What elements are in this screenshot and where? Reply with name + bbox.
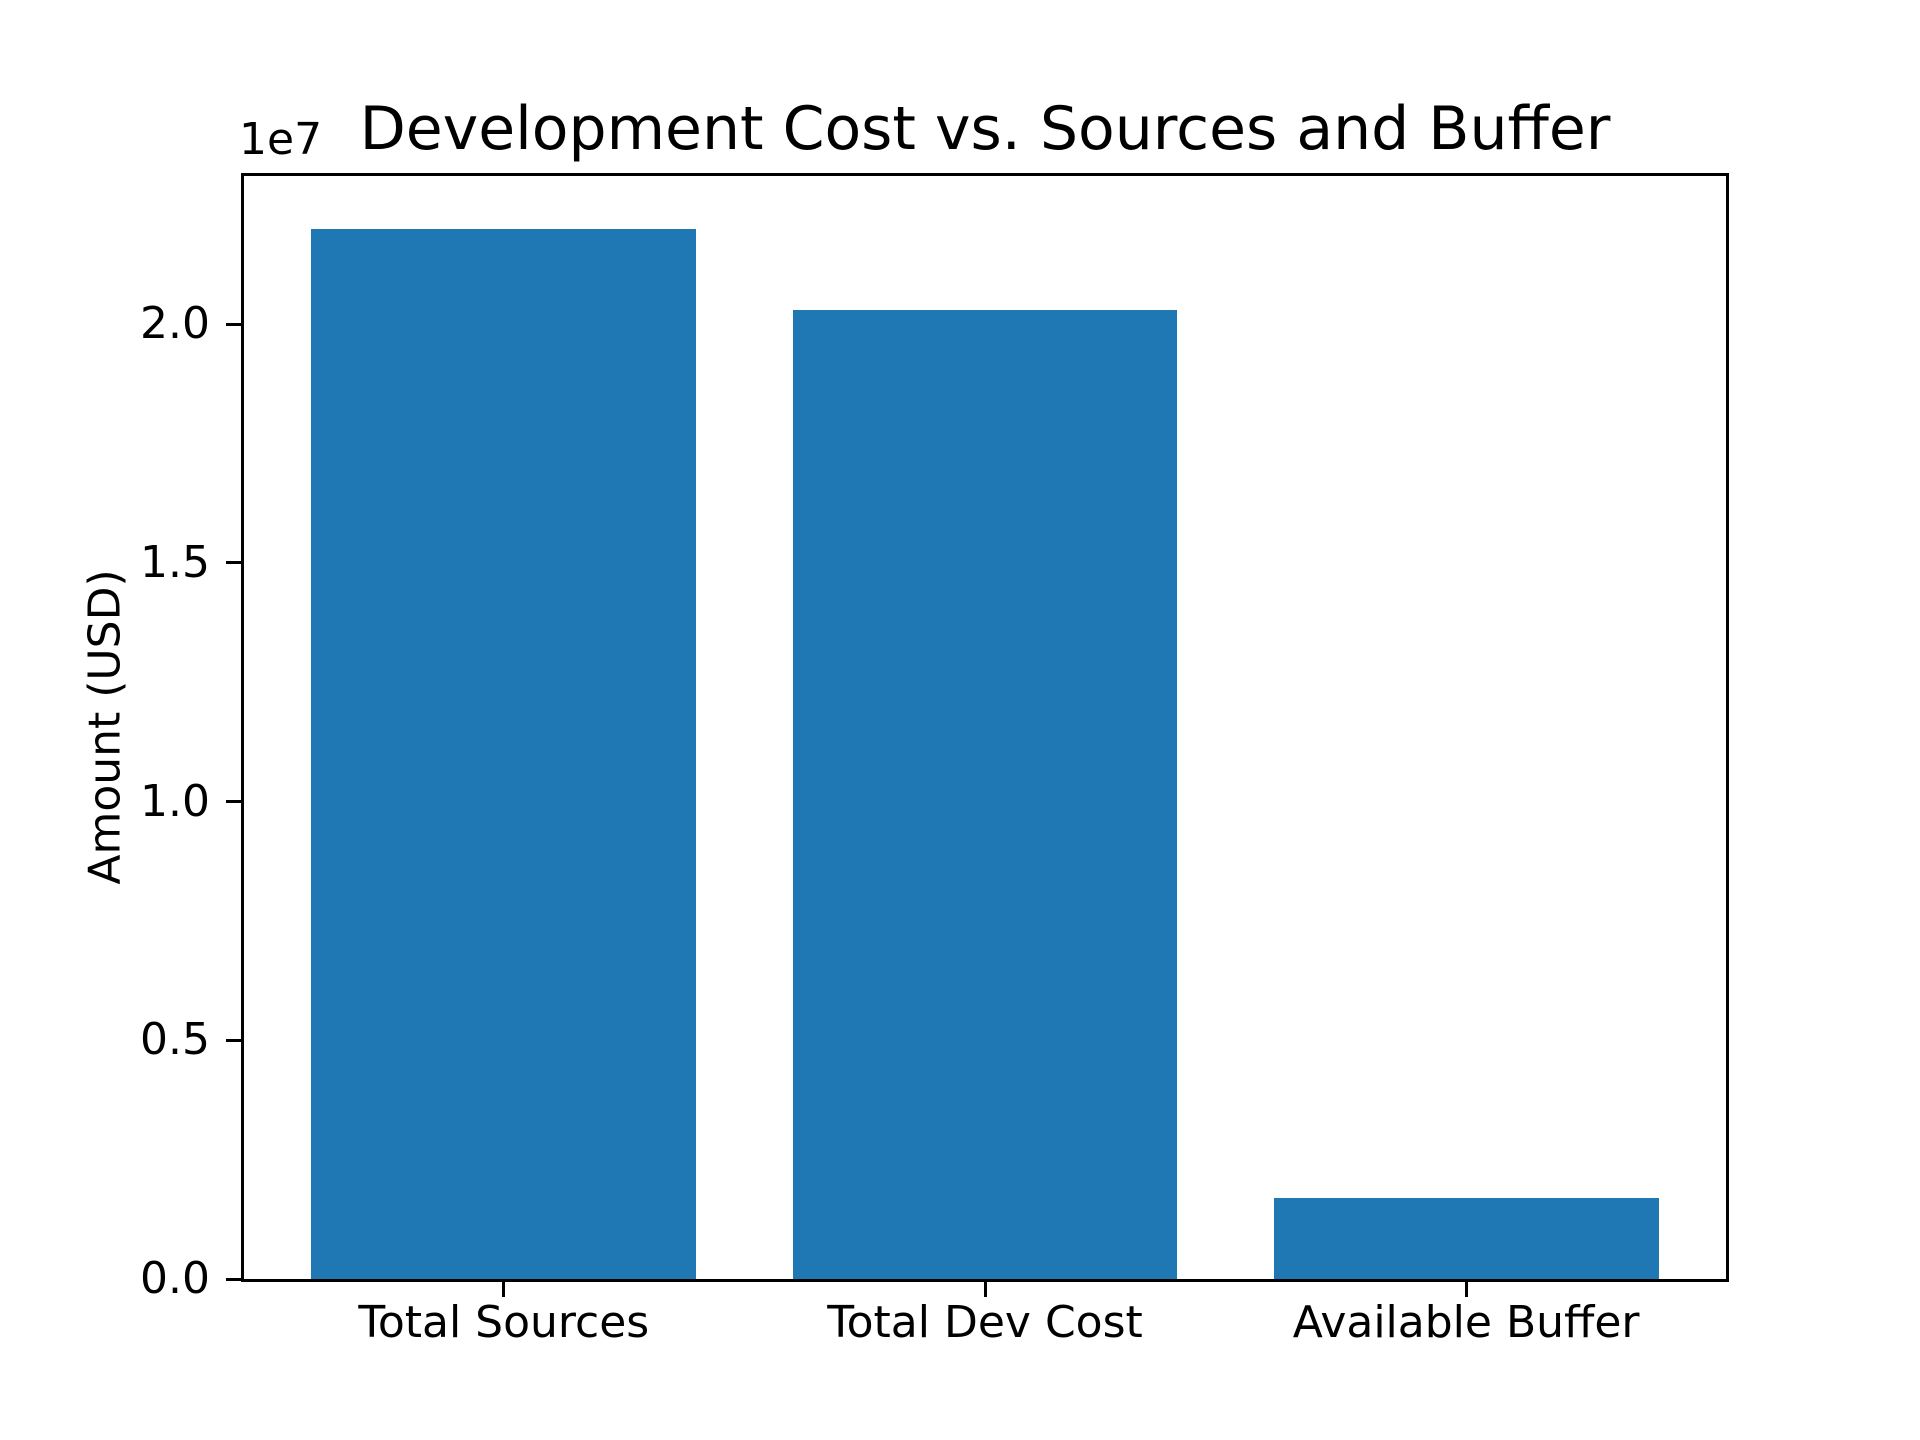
y-tick-label: 0.0 — [140, 1253, 210, 1304]
y-axis-offset-label: 1e7 — [239, 114, 323, 165]
bar-total-sources — [311, 228, 697, 1279]
bar-total-dev-cost — [792, 309, 1178, 1279]
x-tick-mark — [1464, 1282, 1468, 1297]
y-tick-mark — [226, 800, 241, 804]
x-tick-label-available-buffer: Available Buffer — [1292, 1297, 1640, 1348]
x-tick-mark — [502, 1282, 506, 1297]
y-tick-label: 0.5 — [140, 1014, 210, 1066]
y-tick-mark — [226, 1038, 241, 1042]
y-tick-label: 1.5 — [140, 536, 210, 588]
x-tick-mark — [983, 1282, 987, 1297]
plot-area: 0.0 0.5 1.0 1.5 2.0 Total Sources Total Dev Co… — [140, 173, 1729, 1346]
x-tick-label-total-sources: Total Sources — [358, 1297, 650, 1348]
x-tick-label-total-dev-cost: Total Dev Cost — [827, 1297, 1143, 1348]
y-tick-mark — [226, 1277, 241, 1281]
chart-title: Development Cost vs. Sources and Buffer — [359, 94, 1611, 164]
y-tick-mark — [226, 561, 241, 565]
y-tick-label: 2.0 — [140, 298, 210, 350]
y-axis-label: Amount (USD) — [79, 569, 131, 885]
y-tick-label: 1.0 — [140, 775, 210, 827]
y-tick-mark — [226, 322, 241, 326]
bar-available-buffer — [1273, 1197, 1659, 1279]
